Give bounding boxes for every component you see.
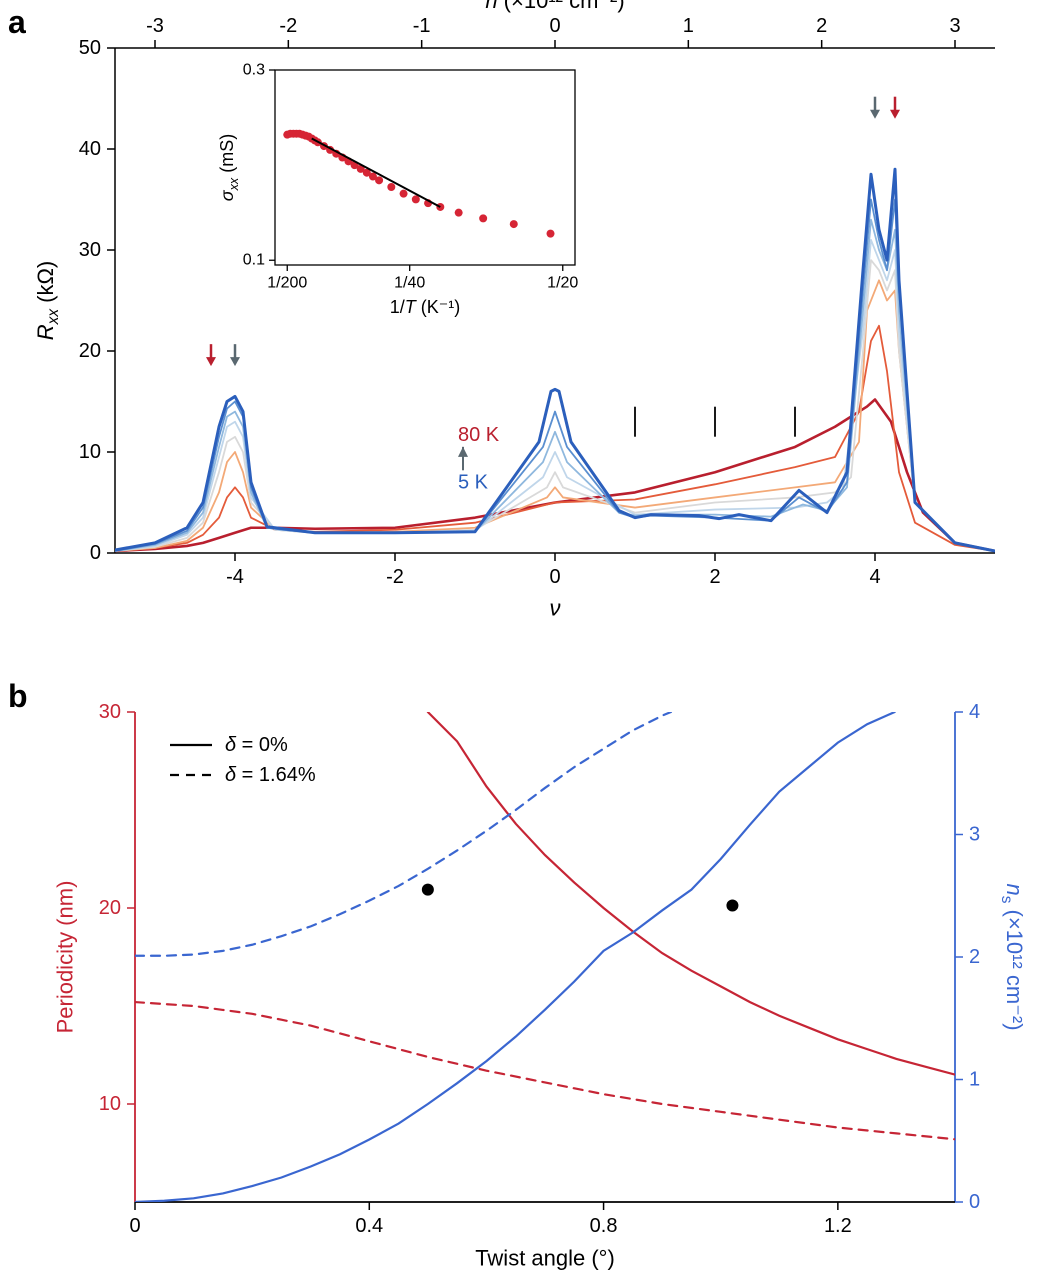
figure-svg: -4-2024ν-3-2-10123n (×10¹² cm⁻²)01020304… [0, 0, 1048, 1278]
tick-label: 3 [969, 824, 980, 846]
inset-marker [455, 209, 463, 217]
inset-marker [479, 214, 487, 222]
arrowhead-icon [206, 357, 216, 366]
tick-label: 2 [709, 566, 720, 588]
x-label: ν [550, 596, 561, 621]
curve [135, 1002, 955, 1139]
y-label: Rxx (kΩ) [33, 261, 63, 341]
y-label-left: Periodicity (nm) [53, 881, 78, 1034]
tick-label: 0.4 [355, 1215, 383, 1237]
top-label: n (×10¹² cm⁻²) [485, 0, 624, 13]
curve [135, 712, 671, 956]
tick-label: 0 [90, 542, 101, 564]
curve [428, 712, 955, 1075]
inset-box [275, 70, 575, 265]
tick-label: 0.3 [243, 62, 265, 79]
tick-label: 1/40 [394, 275, 425, 292]
legend-label: δ = 1.64% [225, 764, 316, 786]
inset-marker [547, 230, 555, 238]
tick-label: 0 [129, 1215, 140, 1237]
tick-label: 1.2 [824, 1215, 852, 1237]
inset-marker [375, 176, 383, 184]
inset-marker [412, 195, 420, 203]
tick-label: 10 [79, 441, 101, 463]
inset-xlabel: 1/T (K⁻¹) [390, 297, 461, 317]
tick-label: -2 [386, 566, 404, 588]
inset-marker [387, 183, 395, 191]
panel-a-label: a [8, 4, 26, 41]
tick-label: 1/200 [267, 275, 307, 292]
arrowhead-icon [458, 447, 468, 457]
tick-label: 0.1 [243, 252, 265, 269]
tick-label: -1 [413, 15, 431, 37]
inset-marker [510, 220, 518, 228]
tick-label: 1/20 [547, 275, 578, 292]
tick-label: 30 [99, 701, 121, 723]
tick-label: 4 [969, 701, 980, 723]
tick-label: -3 [146, 15, 164, 37]
tick-label: 0 [549, 15, 560, 37]
marker-dot [422, 884, 434, 896]
tick-label: 0 [549, 566, 560, 588]
tick-label: 20 [99, 897, 121, 919]
inset-marker [400, 190, 408, 198]
tick-label: 1 [683, 15, 694, 37]
legend-label: δ = 0% [225, 734, 288, 756]
marker-dot [726, 900, 738, 912]
tick-label: 2 [816, 15, 827, 37]
temp-label-bot: 5 K [458, 471, 489, 493]
temp-label-top: 80 K [458, 424, 500, 446]
tick-label: 10 [99, 1093, 121, 1115]
arrowhead-icon [230, 357, 240, 366]
tick-label: 1 [969, 1069, 980, 1091]
inset-ylabel: σxx (mS) [217, 134, 241, 201]
y-label-right: ns (×10¹² cm⁻²) [998, 883, 1028, 1030]
tick-label: 40 [79, 138, 101, 160]
figure: a b -4-2024ν-3-2-10123n (×10¹² cm⁻²)0102… [0, 0, 1048, 1278]
tick-label: 50 [79, 37, 101, 59]
x-label: Twist angle (°) [475, 1246, 615, 1271]
panel-b-label: b [8, 678, 28, 715]
tick-label: -4 [226, 566, 244, 588]
tick-label: 30 [79, 239, 101, 261]
tick-label: 2 [969, 946, 980, 968]
tick-label: -2 [279, 15, 297, 37]
tick-label: 20 [79, 340, 101, 362]
tick-label: 0 [969, 1191, 980, 1213]
tick-label: 0.8 [590, 1215, 618, 1237]
tick-label: 4 [869, 566, 880, 588]
arrowhead-icon [870, 110, 880, 119]
arrowhead-icon [890, 110, 900, 119]
tick-label: 3 [949, 15, 960, 37]
inset-fit [312, 138, 441, 206]
